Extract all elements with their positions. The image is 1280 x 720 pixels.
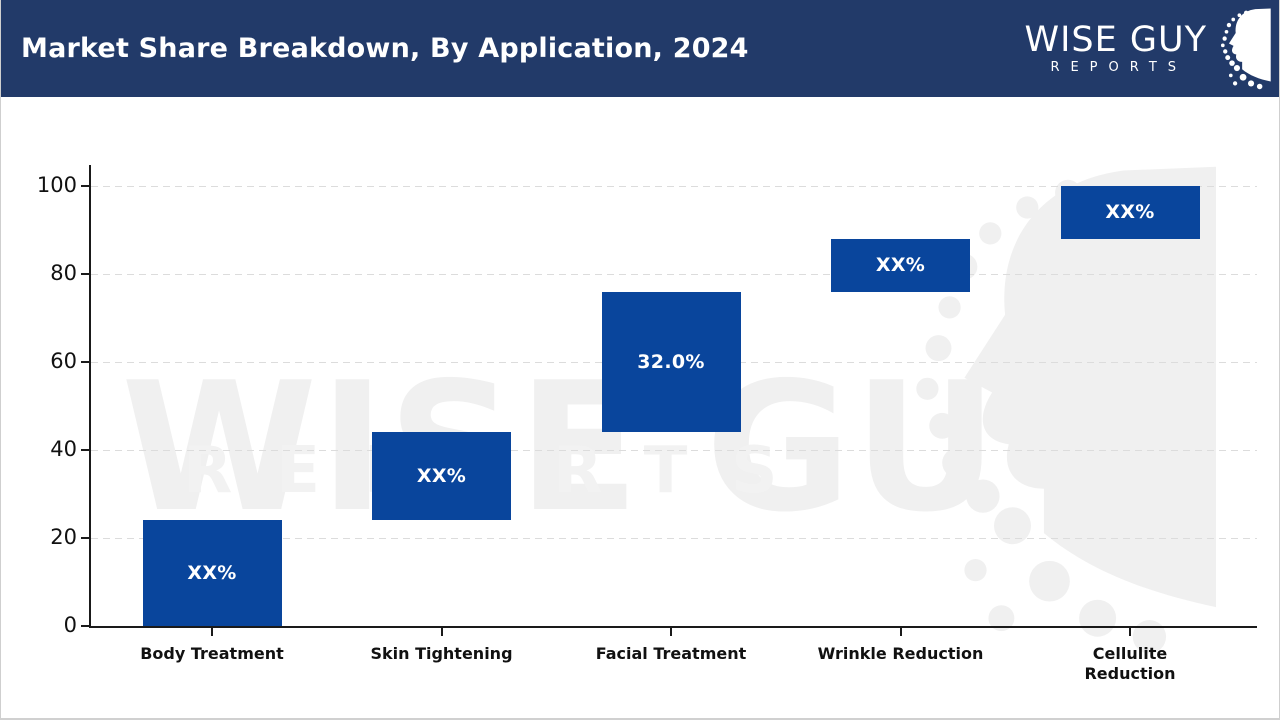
bar-value-label: XX%: [416, 465, 467, 488]
x-tick-label: Skin Tightening: [370, 644, 513, 663]
y-tick-80: [81, 273, 89, 275]
bar-value-label: XX%: [1105, 201, 1155, 224]
x-axis-line: [89, 626, 1257, 628]
gridline-y-40: [91, 450, 1257, 451]
gridline-y-100: [91, 186, 1257, 187]
bar-value-label: XX%: [187, 562, 237, 585]
y-tick-20: [81, 537, 89, 539]
plot-area: 0 20 40 60 80 100 XX% Body Treatment XX% Skin Tig…: [37, 165, 1257, 683]
y-tick-60: [81, 361, 89, 363]
y-tick-label: 40: [50, 437, 77, 461]
y-tick-100: [81, 185, 89, 187]
logo-wordmark: WISE GUY: [1024, 20, 1207, 60]
logo-text: WISE GUY REPORTS: [1024, 20, 1207, 75]
bar-facial-treatment: 32.0%: [601, 291, 741, 433]
gridline-y-80: [91, 274, 1257, 275]
x-tick-label: Wrinkle Reduction: [817, 644, 984, 663]
y-axis-line: [89, 165, 91, 628]
gridline-y-20: [91, 538, 1257, 539]
bar-value-label: 32.0%: [637, 350, 705, 373]
x-tick-label: Facial Treatment: [595, 644, 747, 663]
bar-body-treatment: XX%: [142, 520, 282, 626]
y-tick-0: [81, 625, 89, 627]
y-tick-label: 0: [63, 613, 77, 637]
bar-value-label: XX%: [875, 254, 926, 277]
bar-skin-tightening: XX%: [372, 432, 511, 521]
wise-guy-logo: WISE GUY REPORTS: [1024, 6, 1279, 92]
x-tick-3: [670, 628, 672, 636]
y-tick-label: 60: [50, 349, 77, 373]
bar-wrinkle-reduction: XX%: [831, 238, 970, 292]
x-tick-2: [440, 628, 443, 636]
header-bar: Market Share Breakdown, By Application, …: [1, 0, 1279, 97]
y-tick-40: [81, 449, 89, 451]
y-tick-label: 80: [50, 261, 77, 285]
logo-head-icon: [1220, 7, 1271, 89]
x-tick-label: Body Treatment: [140, 644, 284, 663]
x-tick-4: [899, 628, 902, 636]
x-tick-label: Cellulite Reduction: [1084, 644, 1176, 683]
logo-subtitle: REPORTS: [1050, 60, 1188, 75]
x-tick-5: [1129, 628, 1131, 636]
bar-cellulite-reduction: XX%: [1060, 186, 1200, 239]
page-title: Market Share Breakdown, By Application, …: [21, 33, 749, 64]
x-tick-1: [211, 628, 213, 636]
y-tick-label: 20: [50, 525, 77, 549]
y-tick-label: 100: [36, 173, 77, 197]
